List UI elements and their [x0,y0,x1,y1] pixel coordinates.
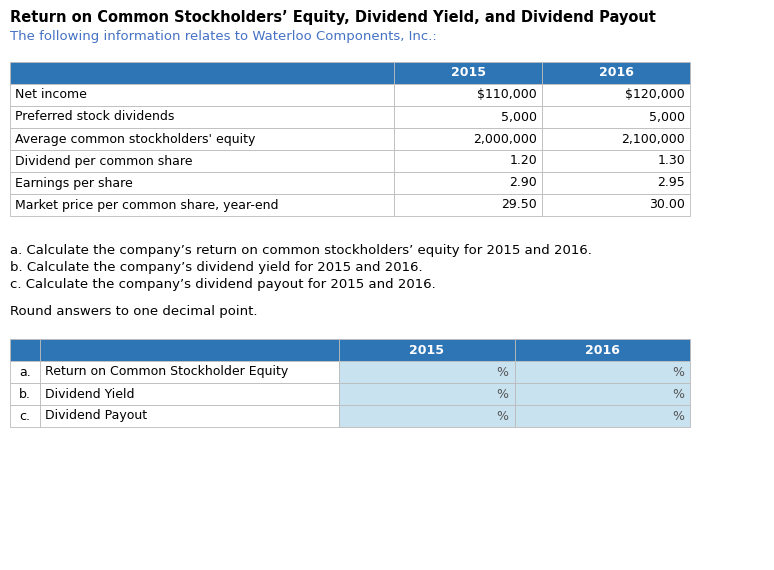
Text: The following information relates to Waterloo Components, Inc.:: The following information relates to Wat… [10,30,437,43]
Bar [515,405,690,427]
Bar [394,128,542,150]
Bar [10,150,394,172]
Bar [542,172,690,194]
Bar [542,150,690,172]
Text: 2.95: 2.95 [657,177,685,189]
Text: Earnings per share: Earnings per share [15,177,133,189]
Text: 2016: 2016 [598,67,633,79]
Text: 2015: 2015 [409,344,444,356]
Text: b. Calculate the company’s dividend yield for 2015 and 2016.: b. Calculate the company’s dividend yiel… [10,261,423,274]
Bar [542,84,690,106]
Bar [10,128,394,150]
Bar [10,84,394,106]
Text: 5,000: 5,000 [649,111,685,124]
Text: 2.90: 2.90 [509,177,537,189]
Bar [542,106,690,128]
Text: $120,000: $120,000 [625,88,685,101]
Text: Round answers to one decimal point.: Round answers to one decimal point. [10,305,258,318]
Bar [339,339,515,361]
Text: Dividend per common share: Dividend per common share [15,154,193,168]
Text: a.: a. [19,365,31,378]
Text: Market price per common share, year-end: Market price per common share, year-end [15,198,279,211]
Bar [40,339,339,361]
Bar [10,194,394,216]
Bar [40,383,339,405]
Text: %: % [672,365,684,378]
Bar [394,106,542,128]
Text: 2,000,000: 2,000,000 [473,132,537,145]
Text: Average common stockholders' equity: Average common stockholders' equity [15,132,255,145]
Text: %: % [497,409,509,422]
Bar [542,62,690,84]
Text: Return on Common Stockholders’ Equity, Dividend Yield, and Dividend Payout: Return on Common Stockholders’ Equity, D… [10,10,656,25]
Text: 2015: 2015 [450,67,485,79]
Text: Return on Common Stockholder Equity: Return on Common Stockholder Equity [45,365,288,378]
Bar [394,62,542,84]
Bar [40,405,339,427]
Text: 2,100,000: 2,100,000 [622,132,685,145]
Bar [339,361,515,383]
Text: Preferred stock dividends: Preferred stock dividends [15,111,174,124]
Bar [10,172,394,194]
Text: c. Calculate the company’s dividend payout for 2015 and 2016.: c. Calculate the company’s dividend payo… [10,278,436,291]
Text: 1.30: 1.30 [657,154,685,168]
Bar [339,405,515,427]
Text: %: % [497,365,509,378]
Bar [515,361,690,383]
Text: $110,000: $110,000 [478,88,537,101]
Text: c.: c. [19,409,30,422]
Bar [10,62,394,84]
Text: 29.50: 29.50 [502,198,537,211]
Text: %: % [672,388,684,401]
Text: Dividend Yield: Dividend Yield [45,388,135,401]
Bar [394,150,542,172]
Bar [515,383,690,405]
Bar [10,383,40,405]
Bar [10,339,40,361]
Text: Dividend Payout: Dividend Payout [45,409,147,422]
Text: a. Calculate the company’s return on common stockholders’ equity for 2015 and 20: a. Calculate the company’s return on com… [10,244,592,257]
Bar [394,172,542,194]
Text: %: % [497,388,509,401]
Bar [394,84,542,106]
Bar [515,339,690,361]
Text: Net income: Net income [15,88,87,101]
Bar [542,194,690,216]
Bar [339,383,515,405]
Text: %: % [672,409,684,422]
Text: 1.20: 1.20 [509,154,537,168]
Text: b.: b. [19,388,31,401]
Bar [10,106,394,128]
Bar [10,405,40,427]
Bar [40,361,339,383]
Text: 2016: 2016 [585,344,620,356]
Bar [10,361,40,383]
Text: 5,000: 5,000 [501,111,537,124]
Bar [542,128,690,150]
Text: 30.00: 30.00 [649,198,685,211]
Bar [394,194,542,216]
